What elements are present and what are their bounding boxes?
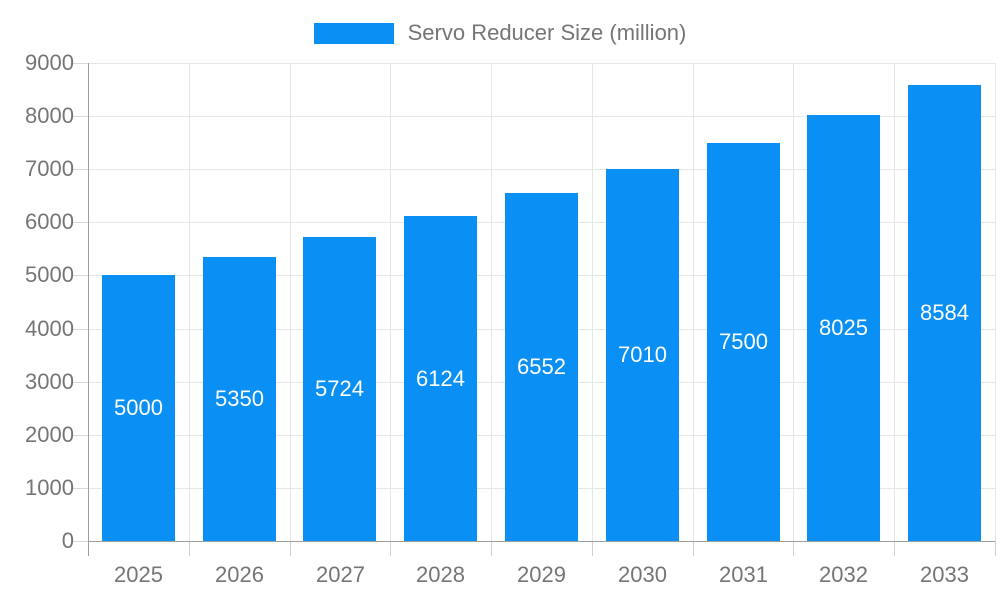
y-axis-tick xyxy=(73,488,88,489)
x-tick-label: 2033 xyxy=(920,562,969,587)
y-tick-label: 4000 xyxy=(25,316,74,341)
bar: 5000 xyxy=(102,275,175,541)
bar: 7010 xyxy=(606,169,679,541)
gridline-horizontal xyxy=(88,63,995,64)
bar: 6124 xyxy=(404,216,477,541)
x-axis-tick xyxy=(894,541,895,556)
gridline-vertical xyxy=(995,63,996,541)
y-axis-tick xyxy=(73,275,88,276)
bar: 6552 xyxy=(505,193,578,541)
gridline-vertical xyxy=(290,63,291,541)
bar-value-label: 6552 xyxy=(517,354,566,379)
x-axis-tick xyxy=(390,541,391,556)
y-axis-tick xyxy=(73,329,88,330)
y-axis-tick xyxy=(73,169,88,170)
bar-value-label: 5724 xyxy=(315,376,364,401)
bar-value-label: 8584 xyxy=(920,300,969,325)
legend-label: Servo Reducer Size (million) xyxy=(407,20,687,45)
gridline-vertical xyxy=(894,63,895,541)
x-axis-tick xyxy=(189,541,190,556)
chart-legend: Servo Reducer Size (million) xyxy=(0,20,1000,46)
x-tick-label: 2029 xyxy=(517,562,566,587)
y-tick-label: 6000 xyxy=(25,209,74,234)
x-tick-label: 2030 xyxy=(618,562,667,587)
x-axis-tick xyxy=(793,541,794,556)
x-tick-label: 2027 xyxy=(316,562,365,587)
bar-value-label: 7010 xyxy=(618,342,667,367)
bar-value-label: 5350 xyxy=(215,386,264,411)
x-tick-label: 2026 xyxy=(215,562,264,587)
y-axis-tick xyxy=(73,541,88,542)
x-axis-tick xyxy=(995,541,996,556)
gridline-vertical xyxy=(793,63,794,541)
bar: 7500 xyxy=(707,143,780,541)
y-axis-tick xyxy=(73,222,88,223)
x-tick-label: 2028 xyxy=(416,562,465,587)
y-tick-label: 9000 xyxy=(25,50,74,75)
bar-value-label: 6124 xyxy=(416,365,465,391)
y-tick-label: 8000 xyxy=(25,103,74,128)
y-axis-line xyxy=(88,63,89,556)
gridline-vertical xyxy=(189,63,190,541)
y-axis-tick xyxy=(73,116,88,117)
legend-swatch-icon xyxy=(313,22,394,44)
y-tick-label: 2000 xyxy=(25,422,74,447)
bar-value-label: 5000 xyxy=(114,395,163,420)
gridline-horizontal xyxy=(88,169,995,170)
y-axis-tick xyxy=(73,382,88,383)
gridline-vertical xyxy=(491,63,492,541)
x-axis-tick xyxy=(491,541,492,556)
y-tick-label: 0 xyxy=(61,528,74,553)
y-axis-tick xyxy=(73,63,88,64)
bar: 8584 xyxy=(908,85,981,541)
bar-value-label: 7500 xyxy=(719,329,768,354)
y-axis-tick xyxy=(73,435,88,436)
x-tick-label: 2031 xyxy=(719,562,768,587)
gridline-vertical xyxy=(693,63,694,541)
gridline-vertical xyxy=(390,63,391,541)
y-tick-label: 1000 xyxy=(25,475,74,500)
x-tick-label: 2025 xyxy=(114,562,163,587)
bar: 5724 xyxy=(303,237,376,541)
y-tick-label: 3000 xyxy=(25,369,74,394)
x-axis-baseline xyxy=(88,541,995,542)
bar: 8025 xyxy=(807,115,880,541)
x-tick-label: 2032 xyxy=(819,562,868,587)
y-tick-label: 5000 xyxy=(25,262,74,287)
gridline-horizontal xyxy=(88,116,995,117)
x-axis-tick xyxy=(693,541,694,556)
y-tick-label: 7000 xyxy=(25,156,74,181)
x-axis-tick xyxy=(290,541,291,556)
bar-value-label: 8025 xyxy=(819,315,868,340)
gridline-vertical xyxy=(592,63,593,541)
bar: 5350 xyxy=(203,257,276,541)
x-axis-tick xyxy=(592,541,593,556)
